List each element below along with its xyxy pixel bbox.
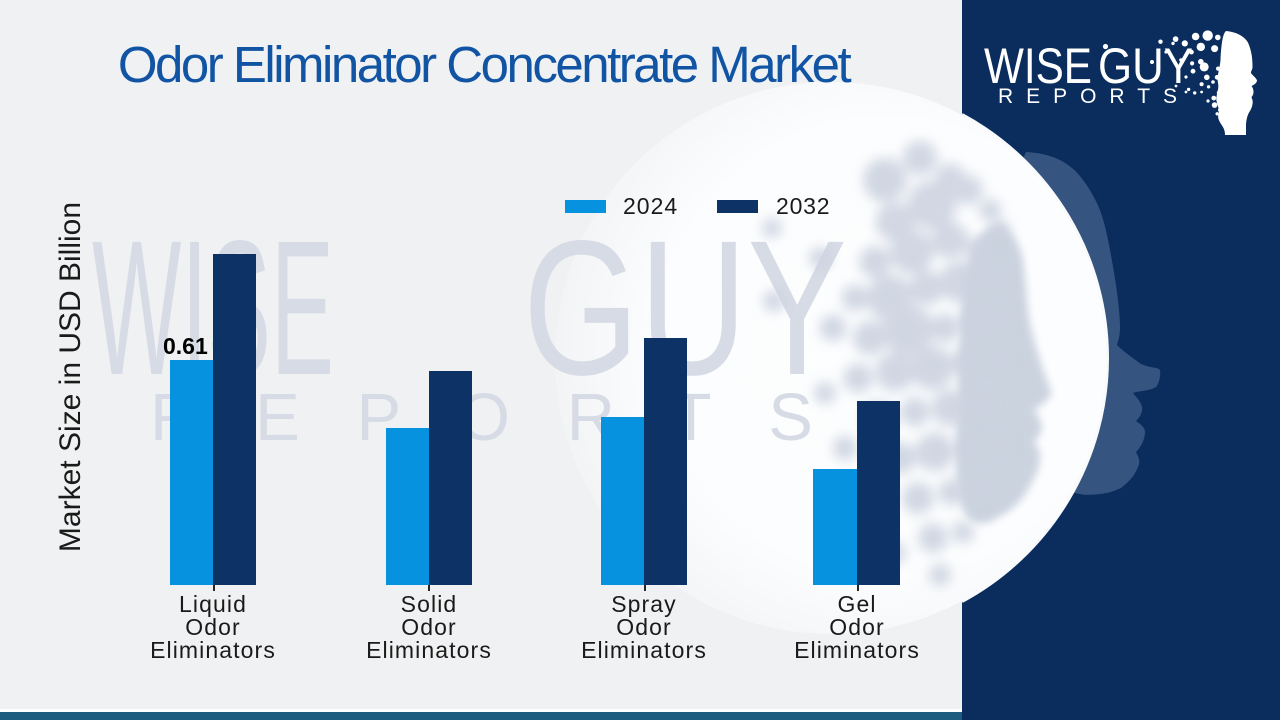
svg-text:WISE: WISE	[984, 38, 1092, 94]
svg-text:Market Size in USD Billion: Market Size in USD Billion	[54, 202, 87, 552]
svg-text:GUY: GUY	[1098, 38, 1193, 94]
svg-text:REPORTS: REPORTS	[150, 380, 813, 455]
